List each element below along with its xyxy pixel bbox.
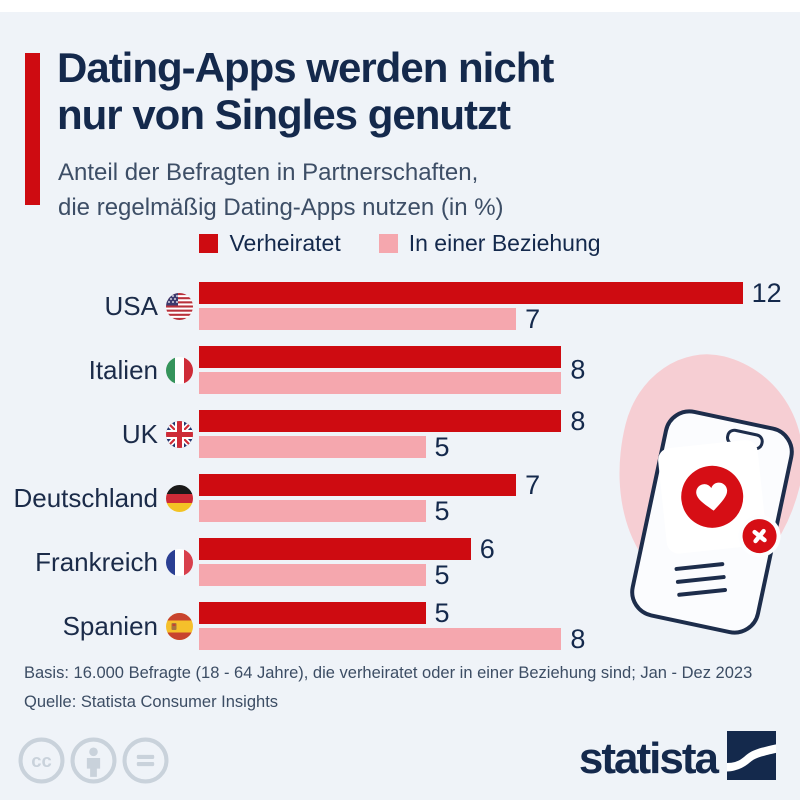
title-line-2: nur von Singles genutzt — [57, 91, 511, 138]
country-name: UK — [121, 418, 158, 449]
bar-married — [199, 602, 426, 624]
bar-value-married: 8 — [570, 405, 586, 436]
legend-label: In einer Beziehung — [408, 230, 601, 256]
bar-value-married: 7 — [525, 469, 541, 500]
bar-value-relationship: 7 — [525, 303, 541, 334]
flag-it-icon — [166, 356, 193, 384]
chart-row: Deutschland 7 5 — [0, 469, 800, 526]
equals-icon — [122, 737, 169, 789]
bar-value-married: 5 — [434, 597, 450, 628]
bar-value-married: 6 — [479, 533, 495, 564]
country-label: USA — [0, 291, 199, 322]
bar-group: 6 5 — [199, 533, 800, 590]
bar-relationship — [199, 564, 426, 586]
bar-value-married: 12 — [751, 277, 782, 308]
cc-icon: cc — [18, 737, 65, 789]
bar-group: 8 — [199, 346, 800, 394]
legend-item: In einer Beziehung — [378, 230, 601, 257]
bar-married — [199, 346, 562, 368]
bar-married — [199, 538, 471, 560]
country-name: Italien — [88, 354, 158, 385]
bar-relationship — [199, 436, 426, 458]
bar-line-married: 7 — [199, 469, 800, 500]
country-label: Spanien — [0, 611, 199, 642]
legend-item: Verheiratet — [199, 230, 341, 257]
bar-line-married: 5 — [199, 597, 800, 628]
bar-value-relationship: 5 — [434, 495, 450, 526]
country-label: UK — [0, 419, 199, 450]
chart-row: Frankreich 6 5 — [0, 533, 800, 590]
chart-row: UK 8 5 — [0, 405, 800, 462]
bar-line-relationship: 5 — [199, 431, 800, 462]
bar-line-relationship: 7 — [199, 303, 800, 334]
bar-line-relationship: 5 — [199, 495, 800, 526]
flag-fr-icon — [166, 548, 193, 576]
bar-line-married: 12 — [199, 277, 800, 308]
bar-relationship — [199, 500, 426, 522]
svg-text:cc: cc — [31, 750, 51, 771]
subtitle-line-1: Anteil der Befragten in Partnerschaften, — [58, 159, 479, 186]
bar-group: 8 5 — [199, 405, 800, 462]
subtitle-line-2: die regelmäßig Dating-Apps nutzen (in %) — [58, 194, 504, 221]
statista-logo: statista — [579, 731, 776, 785]
bar-married — [199, 410, 562, 432]
chart-row: Italien 8 — [0, 346, 800, 394]
footnote-basis: Basis: 16.000 Befragte (18 - 64 Jahre), … — [24, 664, 753, 682]
bar-relationship — [199, 372, 562, 394]
country-label: Frankreich — [0, 547, 199, 578]
footnote-quelle: Quelle: Statista Consumer Insights — [24, 693, 279, 711]
chart-row: USA 12 7 — [0, 277, 800, 334]
bar-married — [199, 282, 743, 304]
page-title: Dating-Apps werden nicht nur von Singles… — [57, 44, 554, 138]
country-name: Deutschland — [13, 482, 158, 513]
page-subtitle: Anteil der Befragten in Partnerschaften,… — [58, 155, 504, 225]
bar-married — [199, 474, 517, 496]
title-accent-bar — [25, 53, 40, 205]
country-label: Italien — [0, 355, 199, 386]
flag-us-icon — [166, 292, 193, 320]
bar-line-relationship: 8 — [199, 623, 800, 654]
legend-swatch-icon — [199, 234, 219, 253]
bar-value-shared: 8 — [570, 354, 586, 385]
country-name: Spanien — [62, 610, 158, 641]
chart-row: Spanien 5 8 — [0, 597, 800, 654]
country-label: Deutschland — [0, 483, 199, 514]
footnote: Basis: 16.000 Befragte (18 - 64 Jahre), … — [24, 659, 752, 717]
license-icons: cc — [18, 737, 169, 789]
bar-group: 7 5 — [199, 469, 800, 526]
top-white-strip — [0, 0, 800, 12]
statista-logo-mark — [727, 731, 776, 785]
bar-value-relationship: 5 — [434, 431, 450, 462]
bar-value-relationship: 5 — [434, 559, 450, 590]
country-name: Frankreich — [35, 546, 158, 577]
title-line-1: Dating-Apps werden nicht — [57, 44, 554, 91]
flag-uk-icon — [166, 420, 193, 448]
attribution-person-icon — [70, 737, 117, 789]
bar-group: 12 7 — [199, 277, 800, 334]
bar-line-married — [199, 346, 800, 368]
statista-logo-text: statista — [578, 733, 719, 783]
bar-value-relationship: 8 — [570, 623, 586, 654]
bar-line-married: 8 — [199, 405, 800, 436]
country-name: USA — [104, 290, 158, 321]
flag-es-icon — [166, 612, 193, 640]
bar-group: 5 8 — [199, 597, 800, 654]
bar-relationship — [199, 628, 562, 650]
bar-relationship — [199, 308, 517, 330]
legend: Verheiratet In einer Beziehung — [0, 230, 800, 257]
legend-label: Verheiratet — [229, 230, 341, 256]
flag-de-icon — [166, 484, 193, 512]
bar-line-relationship — [199, 372, 800, 394]
bar-line-relationship: 5 — [199, 559, 800, 590]
bar-chart: USA 12 7 Italien — [0, 277, 800, 666]
legend-swatch-icon — [378, 234, 398, 253]
bar-line-married: 6 — [199, 533, 800, 564]
